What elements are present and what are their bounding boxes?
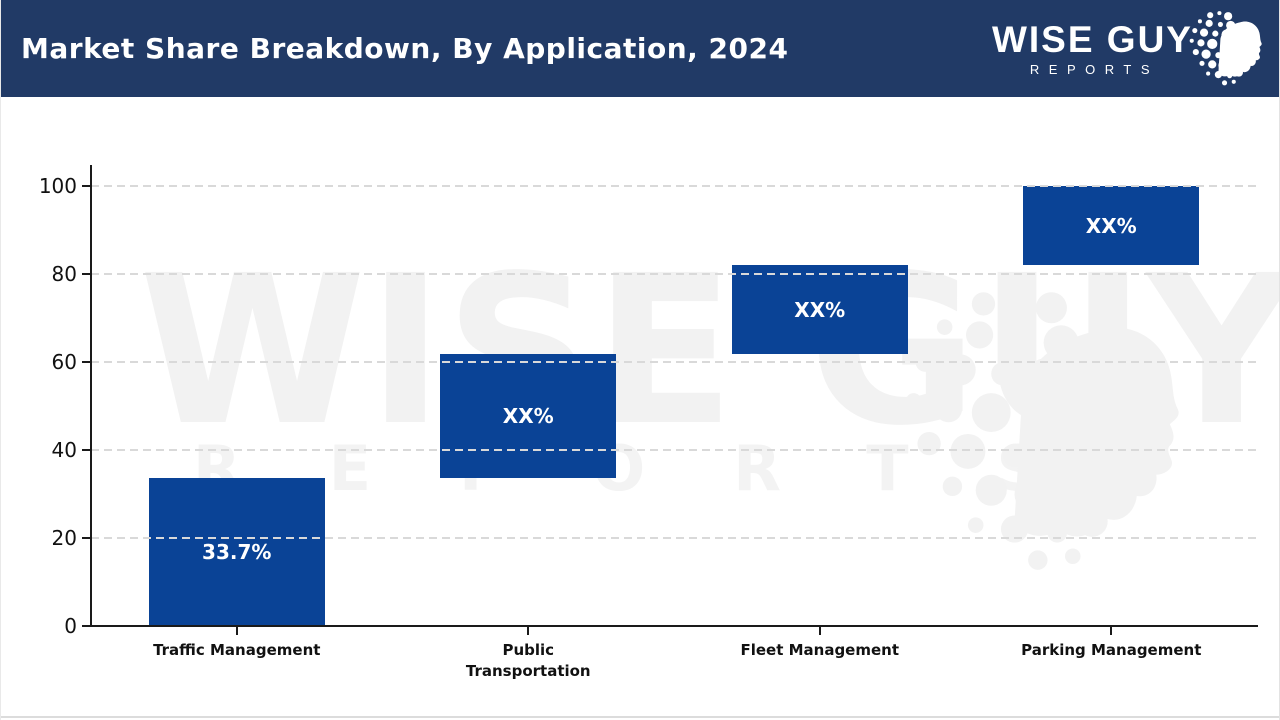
x-category-label: Parking Management [996,640,1226,661]
watermark-reports-text: REPORTS [193,432,1130,505]
gridline [91,449,1257,451]
watermark-head-graphic [867,228,1197,636]
logo-reports-label: REPORTS [1029,62,1160,77]
bottom-divider [1,716,1279,718]
x-category-label-line: Fleet Management [740,641,900,659]
y-axis-line [90,165,92,627]
logo-wiseguy-label: WISE GUY [991,19,1193,60]
x-tick-mark [527,627,530,635]
bar-segment [731,265,908,355]
y-tick-mark [82,361,90,363]
y-tick-label: 20 [51,526,77,550]
x-category-label-line: Public [502,641,555,659]
bar-value-label: XX% [502,403,554,428]
y-tick-mark [82,537,90,539]
wiseguy-logo: WISE GUY REPORTS [992,8,1267,90]
bar-segment [148,477,325,626]
bar-segment [1023,186,1200,266]
bar-segment [440,354,617,478]
page-title: Market Share Breakdown, By Application, … [21,32,789,65]
gridline [91,273,1257,275]
y-tick-label: 80 [51,262,77,286]
logo-text: WISE GUY REPORTS [992,21,1193,76]
x-tick-mark [1110,627,1113,635]
y-tick-mark [82,449,90,451]
x-category-label: Traffic Management [122,640,352,661]
y-tick-label: 60 [51,350,77,374]
y-tick-mark [82,273,90,275]
x-tick-mark [235,627,238,635]
x-axis-line [89,625,1258,627]
x-category-label: Public Transportation [413,640,643,682]
x-tick-mark [818,627,821,635]
x-category-label-line: Traffic Management [153,641,321,659]
y-tick-label: 40 [51,438,77,462]
gridline [91,185,1257,187]
y-tick-mark [82,185,90,187]
x-category-label-line: Transportation [465,662,591,680]
y-tick-label: 0 [64,614,77,638]
bar-value-label: 33.7% [202,539,272,564]
bar-value-label: XX% [794,297,846,322]
y-tick-mark [82,625,90,627]
x-category-label: Fleet Management [705,640,935,661]
header: Market Share Breakdown, By Application, … [1,0,1279,97]
bar-value-label: XX% [1085,213,1137,238]
gridline [91,361,1257,363]
gridline [91,537,1257,539]
x-category-label-line: Parking Management [1021,641,1202,659]
y-tick-label: 100 [38,174,77,198]
